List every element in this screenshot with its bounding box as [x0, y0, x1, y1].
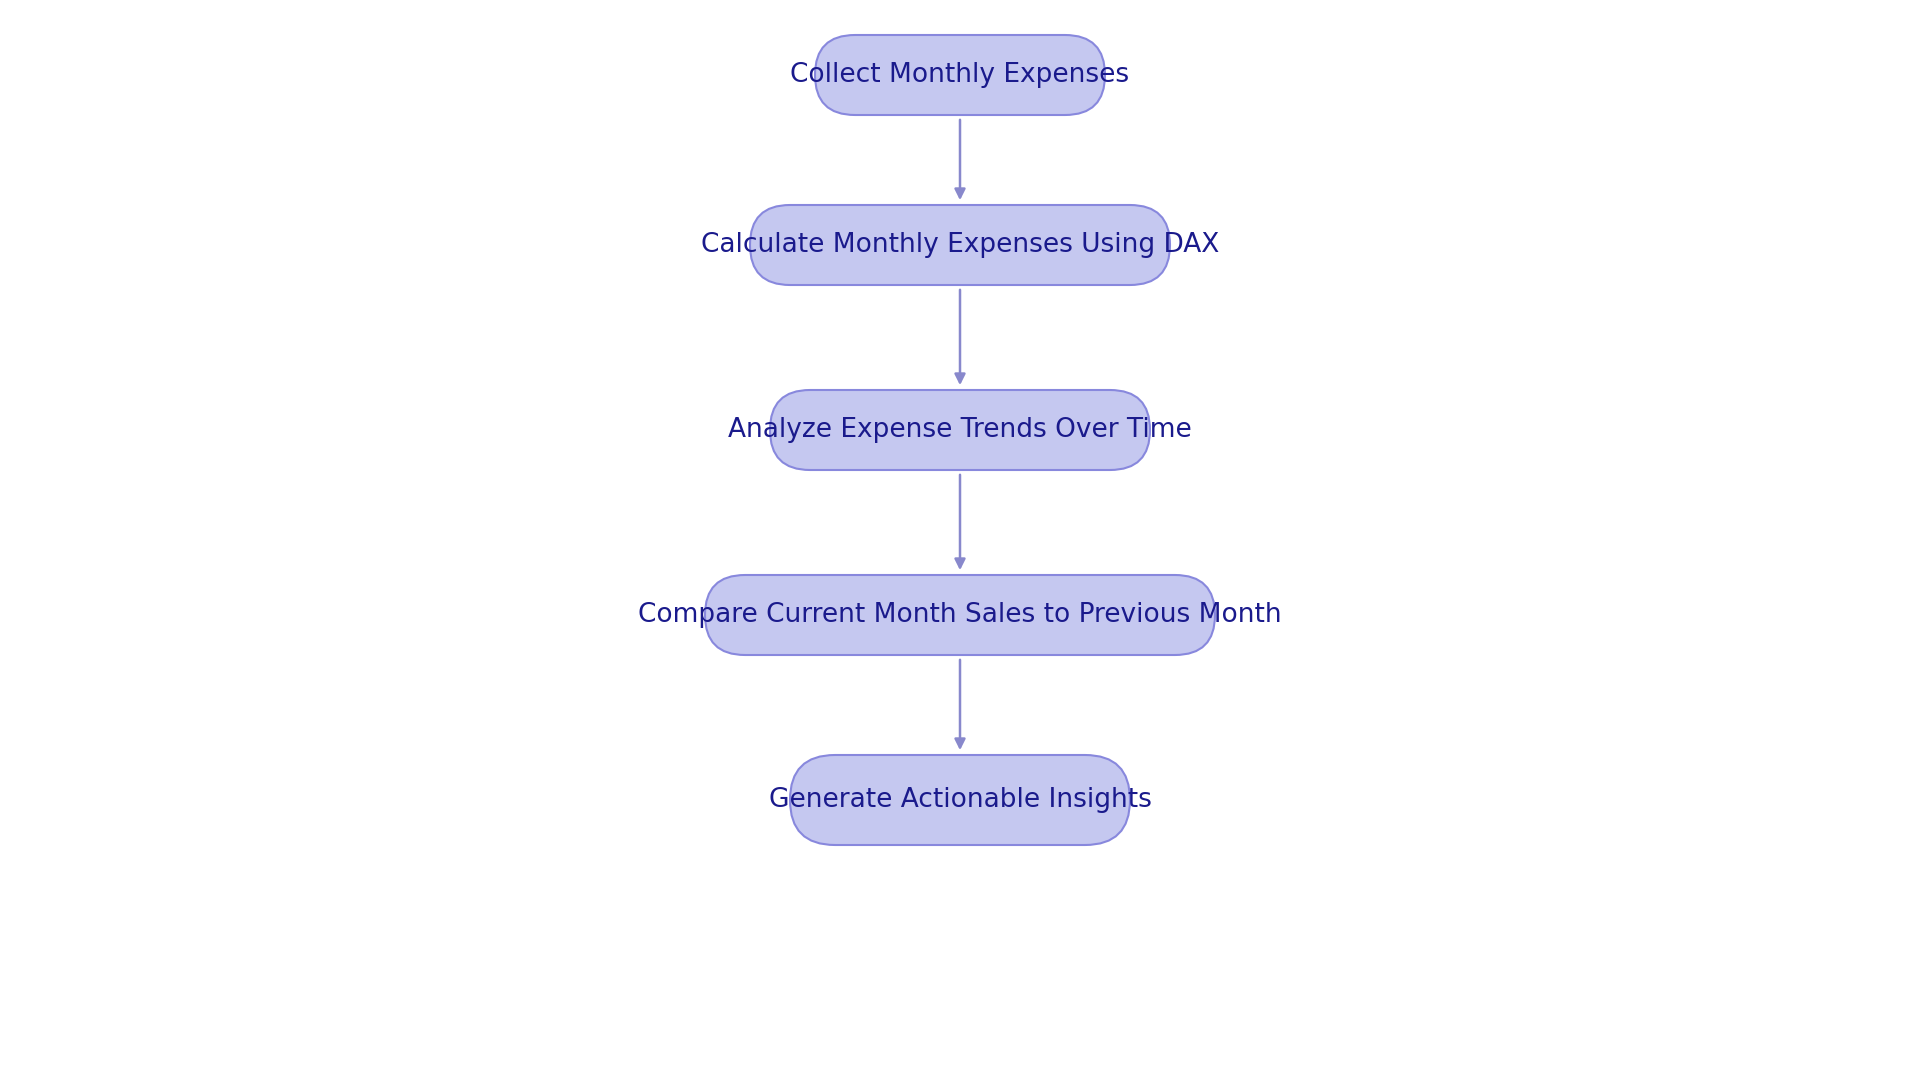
- Text: Analyze Expense Trends Over Time: Analyze Expense Trends Over Time: [728, 417, 1192, 443]
- Text: Compare Current Month Sales to Previous Month: Compare Current Month Sales to Previous …: [637, 602, 1283, 628]
- Text: Calculate Monthly Expenses Using DAX: Calculate Monthly Expenses Using DAX: [701, 232, 1219, 258]
- FancyBboxPatch shape: [814, 35, 1106, 115]
- Text: Collect Monthly Expenses: Collect Monthly Expenses: [791, 62, 1129, 88]
- FancyBboxPatch shape: [705, 575, 1215, 655]
- Text: Generate Actionable Insights: Generate Actionable Insights: [768, 787, 1152, 813]
- FancyBboxPatch shape: [789, 755, 1131, 845]
- FancyBboxPatch shape: [751, 205, 1169, 285]
- FancyBboxPatch shape: [770, 390, 1150, 470]
